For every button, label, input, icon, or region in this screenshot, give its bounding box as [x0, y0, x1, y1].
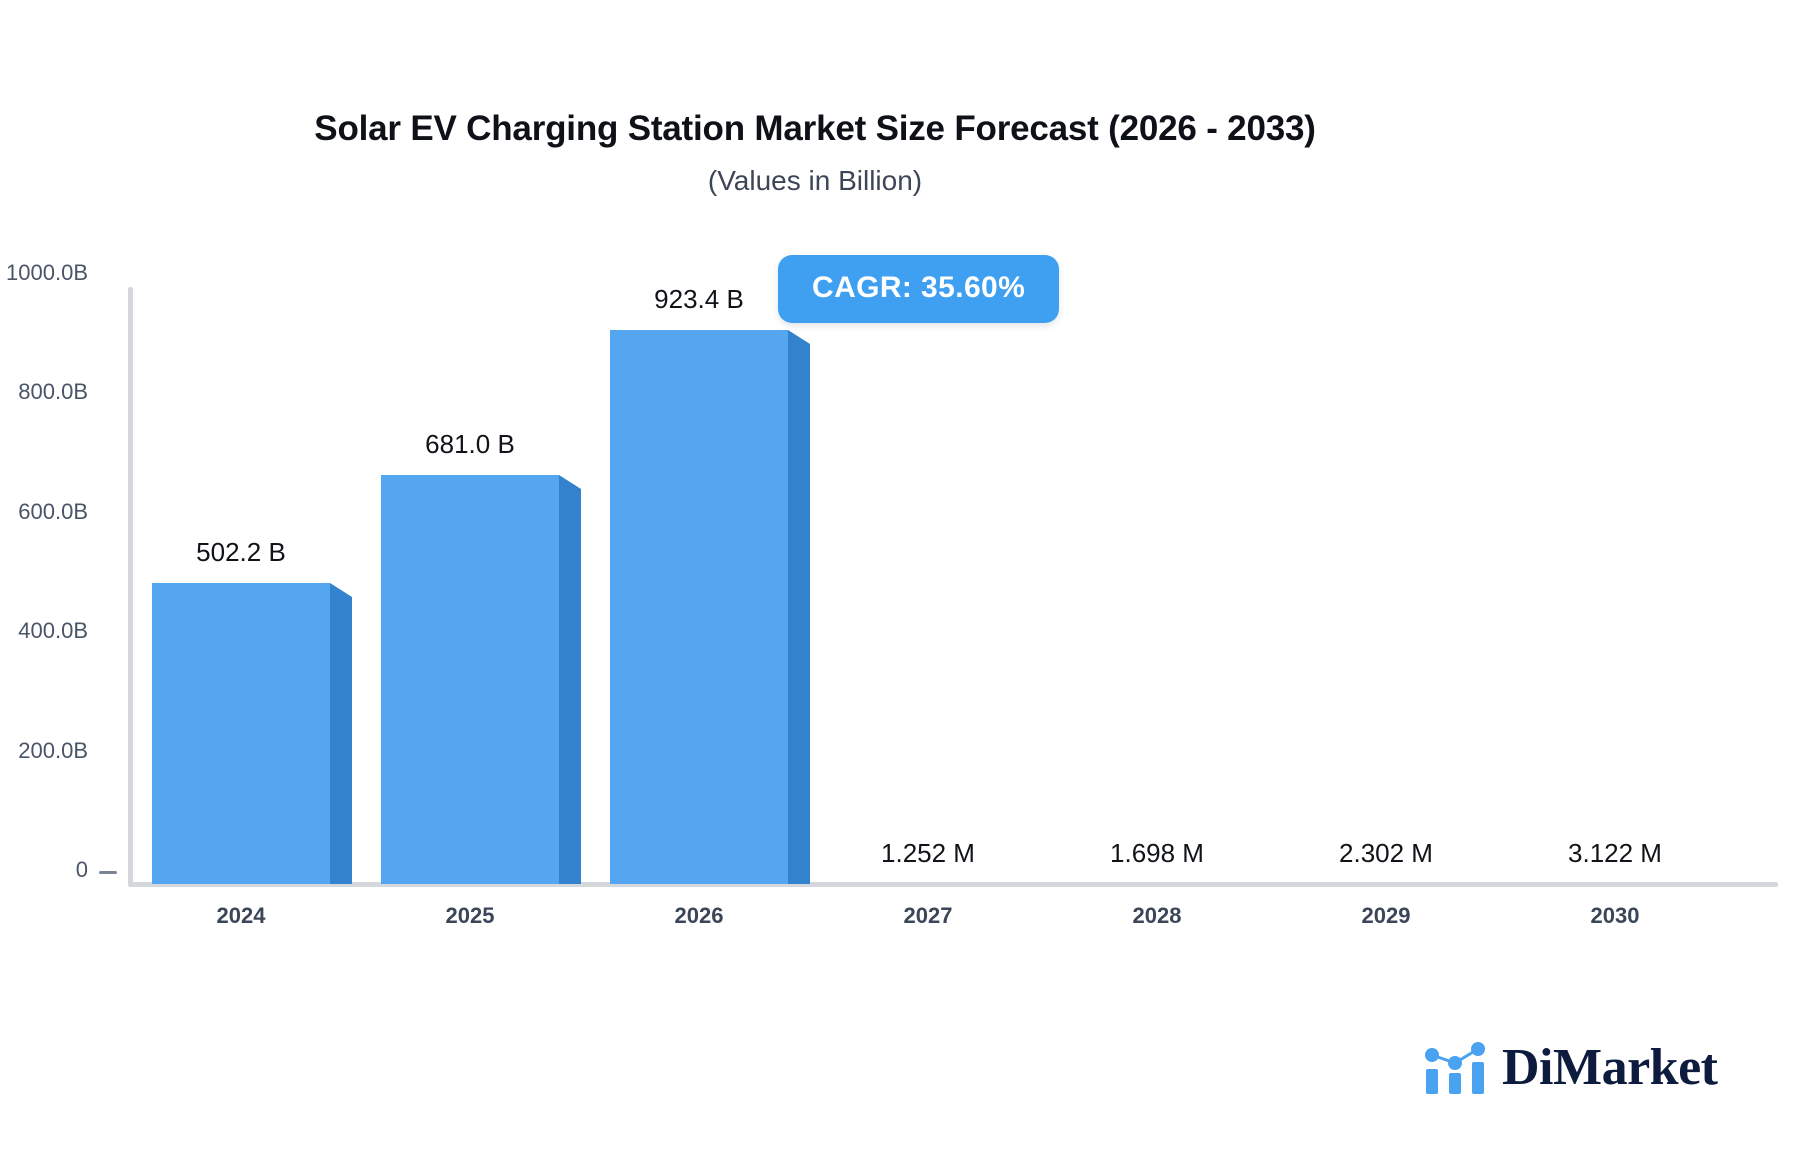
brand-logo: DiMarket: [1424, 1039, 1718, 1096]
bar-side-2026: [788, 330, 810, 884]
bar-side-2024: [330, 583, 352, 884]
bar-2025: [381, 475, 559, 884]
bar-value-label-2027: 1.252 M: [881, 838, 975, 868]
y-axis-tick-label: 600.0B: [18, 499, 88, 524]
bar-value-label-2028: 1.698 M: [1110, 838, 1204, 868]
bar-value-label-2025: 681.0 B: [425, 429, 515, 459]
x-axis-label-2024: 2024: [216, 903, 266, 928]
x-axis-label-2028: 2028: [1132, 903, 1182, 928]
page-title: Solar EV Charging Station Market Size Fo…: [314, 109, 1316, 148]
chart-header: Solar EV Charging Station Market Size Fo…: [0, 109, 1630, 196]
bar-2026: [610, 330, 788, 884]
y-axis-tick-label: 200.0B: [18, 738, 88, 763]
x-axis-label-2025: 2025: [445, 903, 495, 928]
bar-value-label-2024: 502.2 B: [196, 537, 286, 567]
y-axis-tick-label: 400.0B: [18, 618, 88, 643]
bar-value-label-2029: 2.302 M: [1339, 838, 1433, 868]
bar-side-2025: [559, 475, 581, 884]
x-axis-label-2030: 2030: [1590, 903, 1640, 928]
x-axis-label-2026: 2026: [674, 903, 724, 928]
chart-subtitle: (Values in Billion): [707, 164, 923, 196]
y-axis-tick-label: 0: [75, 857, 88, 882]
logo-wordmark: DiMarket: [1502, 1039, 1718, 1096]
y-axis-tick-label: 1000.0B: [6, 260, 88, 285]
x-axis-label-2027: 2027: [903, 903, 953, 928]
cagr-badge: CAGR: 35.60%: [778, 255, 1060, 323]
y-axis-line: [128, 287, 133, 886]
y-axis-tick-mark: [99, 871, 117, 874]
y-axis-tick-label: 800.0B: [18, 379, 88, 404]
bar-value-label-2026: 923.4 B: [654, 284, 744, 314]
bar-chart-icon: [1425, 1042, 1485, 1094]
x-axis-line: [128, 882, 1778, 887]
bar-2024: [152, 583, 330, 884]
bar-value-label-2030: 3.122 M: [1568, 838, 1662, 868]
x-axis-label-2029: 2029: [1361, 903, 1411, 928]
